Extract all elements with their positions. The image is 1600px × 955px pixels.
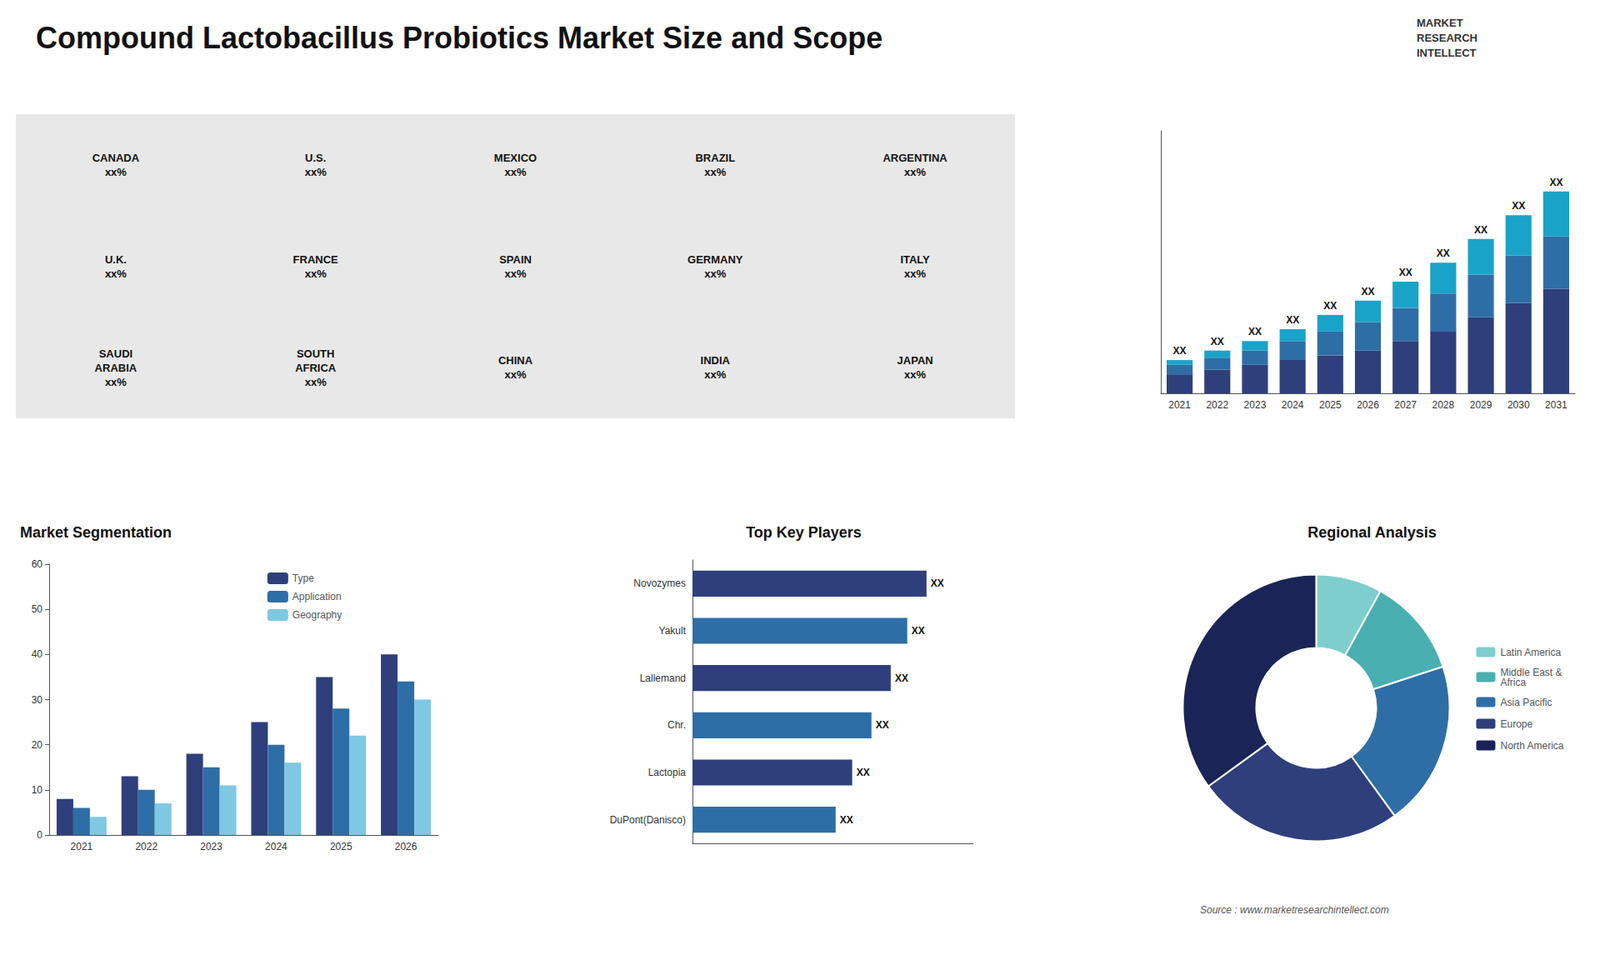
svg-text:xx%: xx% xyxy=(904,368,926,381)
svg-text:2024: 2024 xyxy=(1281,399,1305,411)
svg-text:JAPAN: JAPAN xyxy=(897,354,934,367)
svg-text:XX: XX xyxy=(1210,335,1225,348)
svg-text:Novozymes: Novozymes xyxy=(633,577,686,590)
svg-text:North America: North America xyxy=(1500,740,1564,752)
svg-text:Latin America: Latin America xyxy=(1500,646,1561,659)
svg-text:20: 20 xyxy=(31,739,44,751)
svg-text:2030: 2030 xyxy=(1507,399,1530,411)
svg-text:AFRICA: AFRICA xyxy=(295,361,337,375)
svg-text:INDIA: INDIA xyxy=(700,354,731,367)
svg-text:Lallemand: Lallemand xyxy=(640,672,686,685)
svg-text:SOUTH: SOUTH xyxy=(296,347,335,360)
svg-text:MARKET: MARKET xyxy=(1416,16,1464,30)
svg-text:xx%: xx% xyxy=(504,165,526,179)
svg-text:INTELLECT: INTELLECT xyxy=(1416,46,1477,60)
svg-text:XX: XX xyxy=(895,672,909,685)
svg-text:U.K.: U.K. xyxy=(105,253,127,266)
svg-text:xx%: xx% xyxy=(305,165,327,179)
svg-text:xx%: xx% xyxy=(305,375,327,389)
svg-text:Chr.: Chr. xyxy=(667,719,686,731)
svg-text:xx%: xx% xyxy=(105,375,127,389)
svg-text:50: 50 xyxy=(31,603,44,615)
svg-text:Asia Pacific: Asia Pacific xyxy=(1500,696,1552,709)
svg-text:XX: XX xyxy=(856,766,870,779)
svg-text:Market Segmentation: Market Segmentation xyxy=(20,524,172,541)
svg-text:XX: XX xyxy=(1360,285,1375,298)
svg-text:XX: XX xyxy=(1285,314,1300,326)
svg-text:xx%: xx% xyxy=(105,165,127,179)
svg-text:SAUDI: SAUDI xyxy=(99,347,133,360)
svg-text:2029: 2029 xyxy=(1470,399,1493,411)
svg-text:2022: 2022 xyxy=(135,840,158,853)
svg-text:2028: 2028 xyxy=(1432,399,1455,411)
svg-text:ITALY: ITALY xyxy=(900,253,930,266)
svg-text:MEXICO: MEXICO xyxy=(494,151,537,165)
svg-text:ARABIA: ARABIA xyxy=(95,361,138,375)
svg-text:XX: XX xyxy=(1549,176,1563,189)
svg-text:xx%: xx% xyxy=(904,267,926,280)
svg-text:60: 60 xyxy=(31,558,44,570)
svg-text:DuPont(Danisco): DuPont(Danisco) xyxy=(610,814,686,826)
svg-text:xx%: xx% xyxy=(704,267,726,280)
svg-text:2021: 2021 xyxy=(1168,399,1191,411)
svg-text:2026: 2026 xyxy=(395,840,418,853)
svg-text:10: 10 xyxy=(31,784,44,796)
svg-text:2024: 2024 xyxy=(265,840,288,853)
svg-text:CANADA: CANADA xyxy=(92,151,140,165)
svg-text:SPAIN: SPAIN xyxy=(499,253,532,266)
svg-text:30: 30 xyxy=(31,694,44,706)
svg-text:XX: XX xyxy=(930,577,945,590)
svg-text:ARGENTINA: ARGENTINA xyxy=(882,151,948,165)
svg-text:2027: 2027 xyxy=(1394,399,1417,411)
svg-text:Source : www.marketresearchint: Source : www.marketresearchintellect.com xyxy=(1200,904,1390,916)
svg-text:0: 0 xyxy=(36,829,43,841)
svg-text:2023: 2023 xyxy=(200,840,223,853)
svg-text:XX: XX xyxy=(1511,200,1525,212)
svg-text:Regional Analysis: Regional Analysis xyxy=(1307,524,1436,541)
svg-text:xx%: xx% xyxy=(504,267,526,280)
svg-text:XX: XX xyxy=(911,625,925,637)
svg-text:XX: XX xyxy=(1474,224,1488,236)
svg-text:XX: XX xyxy=(1399,266,1413,279)
svg-text:xx%: xx% xyxy=(504,368,526,381)
svg-text:2025: 2025 xyxy=(1319,399,1342,411)
svg-text:XX: XX xyxy=(1436,247,1450,260)
svg-text:Top Key Players: Top Key Players xyxy=(745,524,862,541)
svg-text:Compound Lactobacillus Probiot: Compound Lactobacillus Probiotics Market… xyxy=(35,20,883,55)
svg-text:XX: XX xyxy=(840,814,854,826)
svg-text:xx%: xx% xyxy=(305,267,327,280)
svg-text:Middle East &: Middle East & xyxy=(1500,666,1563,678)
svg-text:40: 40 xyxy=(31,648,44,660)
svg-text:2021: 2021 xyxy=(70,840,94,853)
svg-text:FRANCE: FRANCE xyxy=(293,253,339,266)
svg-text:xx%: xx% xyxy=(704,368,726,381)
svg-text:BRAZIL: BRAZIL xyxy=(695,151,735,165)
svg-text:U.S.: U.S. xyxy=(305,151,326,165)
svg-text:Type: Type xyxy=(292,572,315,585)
svg-text:XX: XX xyxy=(1323,300,1337,312)
svg-text:XX: XX xyxy=(1173,345,1187,357)
svg-text:XX: XX xyxy=(875,719,890,731)
svg-text:RESEARCH: RESEARCH xyxy=(1416,31,1478,45)
svg-text:Geography: Geography xyxy=(292,609,342,621)
svg-text:xx%: xx% xyxy=(904,165,926,179)
svg-text:2025: 2025 xyxy=(330,840,353,853)
svg-text:CHINA: CHINA xyxy=(498,354,534,367)
svg-text:xx%: xx% xyxy=(105,267,127,280)
svg-text:Europe: Europe xyxy=(1500,718,1533,730)
svg-text:2031: 2031 xyxy=(1545,399,1568,411)
svg-text:2022: 2022 xyxy=(1205,399,1229,411)
svg-text:Yakult: Yakult xyxy=(659,625,687,637)
svg-text:Application: Application xyxy=(292,590,342,603)
svg-text:2023: 2023 xyxy=(1244,399,1267,411)
svg-text:Africa: Africa xyxy=(1500,676,1526,689)
svg-text:2026: 2026 xyxy=(1356,399,1380,411)
svg-text:GERMANY: GERMANY xyxy=(687,253,744,266)
svg-text:Lactopia: Lactopia xyxy=(648,766,687,779)
svg-text:xx%: xx% xyxy=(704,165,726,179)
svg-text:XX: XX xyxy=(1248,325,1262,338)
